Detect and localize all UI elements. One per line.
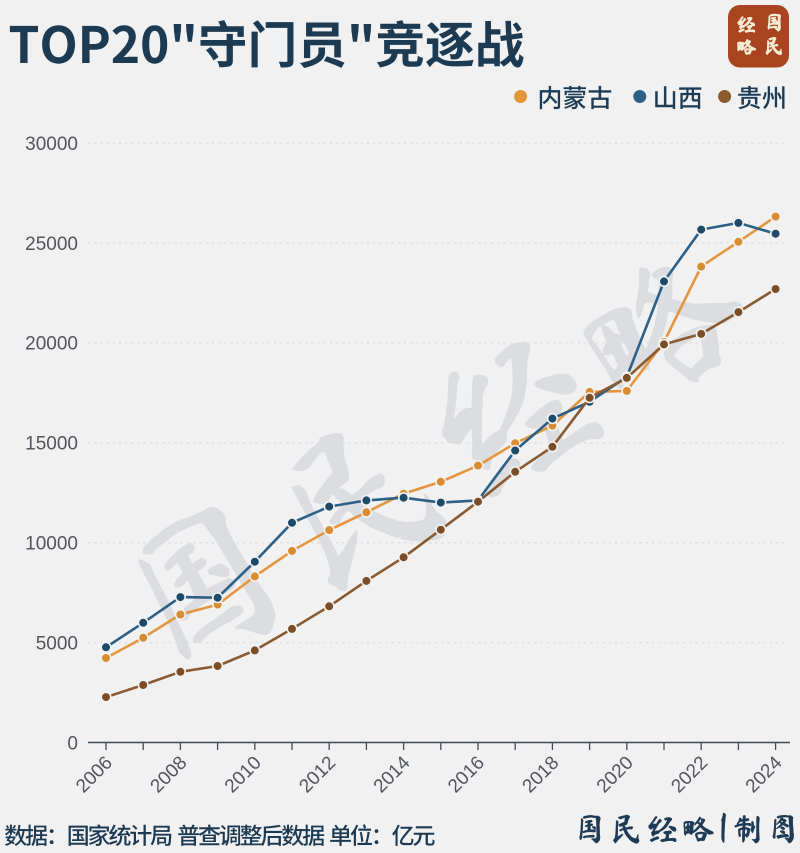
svg-text:5000: 5000 <box>36 633 78 654</box>
svg-text:15000: 15000 <box>25 434 78 455</box>
svg-text:30000: 30000 <box>25 134 78 155</box>
svg-text:10000: 10000 <box>25 534 78 555</box>
svg-text:25000: 25000 <box>25 234 78 255</box>
svg-text:0: 0 <box>67 733 78 754</box>
svg-text:20000: 20000 <box>25 334 78 355</box>
